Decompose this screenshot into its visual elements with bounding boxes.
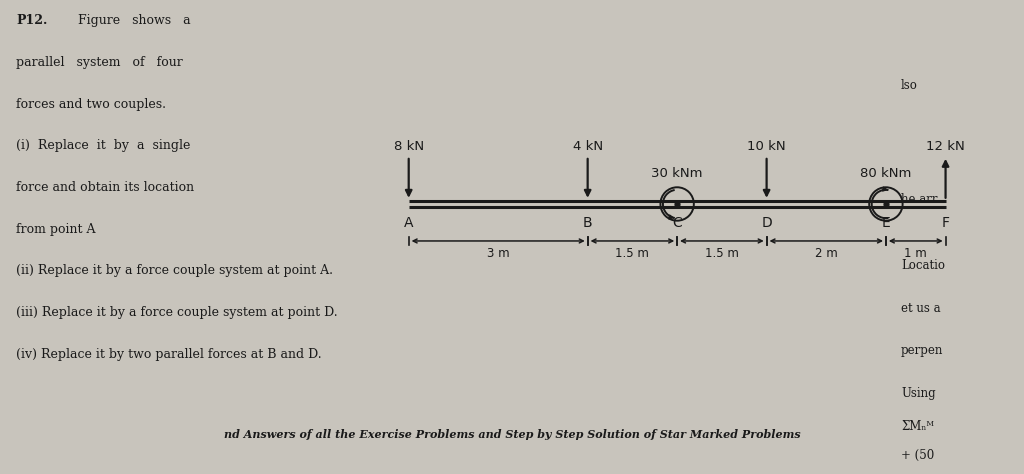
Text: (iii) Replace it by a force couple system at point D.: (iii) Replace it by a force couple syste… (16, 306, 338, 319)
Text: lso: lso (901, 79, 918, 92)
Text: 10 kN: 10 kN (748, 140, 786, 153)
Text: perpen: perpen (901, 344, 943, 357)
Text: F: F (941, 216, 949, 230)
Text: parallel   system   of   four: parallel system of four (16, 56, 183, 69)
Text: et us a: et us a (901, 301, 941, 315)
Text: 1.5 m: 1.5 m (705, 247, 738, 260)
Text: A: A (403, 216, 414, 230)
Text: E: E (882, 216, 890, 230)
Text: forces and two couples.: forces and two couples. (16, 98, 166, 110)
Text: C: C (673, 216, 682, 230)
Text: D: D (761, 216, 772, 230)
Text: (i)  Replace  it  by  a  single: (i) Replace it by a single (16, 139, 190, 152)
Text: 3 m: 3 m (486, 247, 510, 260)
Text: (iv) Replace it by two parallel forces at B and D.: (iv) Replace it by two parallel forces a… (16, 348, 322, 361)
Text: B: B (583, 216, 593, 230)
Text: 30 kNm: 30 kNm (651, 166, 702, 180)
Text: Locatio: Locatio (901, 259, 945, 272)
Text: force and obtain its location: force and obtain its location (16, 181, 195, 194)
Text: 4 kN: 4 kN (572, 140, 603, 153)
Text: from point A: from point A (16, 223, 96, 236)
Text: nd Answers of all the Exercise Problems and Step by Step Solution of Star Marked: nd Answers of all the Exercise Problems … (223, 428, 801, 440)
Text: 80 kNm: 80 kNm (860, 166, 911, 180)
Text: (ii) Replace it by a force couple system at point A.: (ii) Replace it by a force couple system… (16, 264, 334, 277)
Text: Using: Using (901, 387, 936, 400)
Text: 8 kN: 8 kN (393, 140, 424, 153)
Text: 1 m: 1 m (904, 247, 927, 260)
Text: ΣMₙᴹ: ΣMₙᴹ (901, 420, 934, 433)
Text: he arr: he arr (901, 192, 938, 206)
Text: + (50: + (50 (901, 448, 934, 462)
Text: 12 kN: 12 kN (926, 140, 965, 153)
Text: 2 m: 2 m (815, 247, 838, 260)
Text: P12.: P12. (16, 14, 48, 27)
Text: Figure   shows   a: Figure shows a (74, 14, 190, 27)
Text: 1.5 m: 1.5 m (615, 247, 649, 260)
